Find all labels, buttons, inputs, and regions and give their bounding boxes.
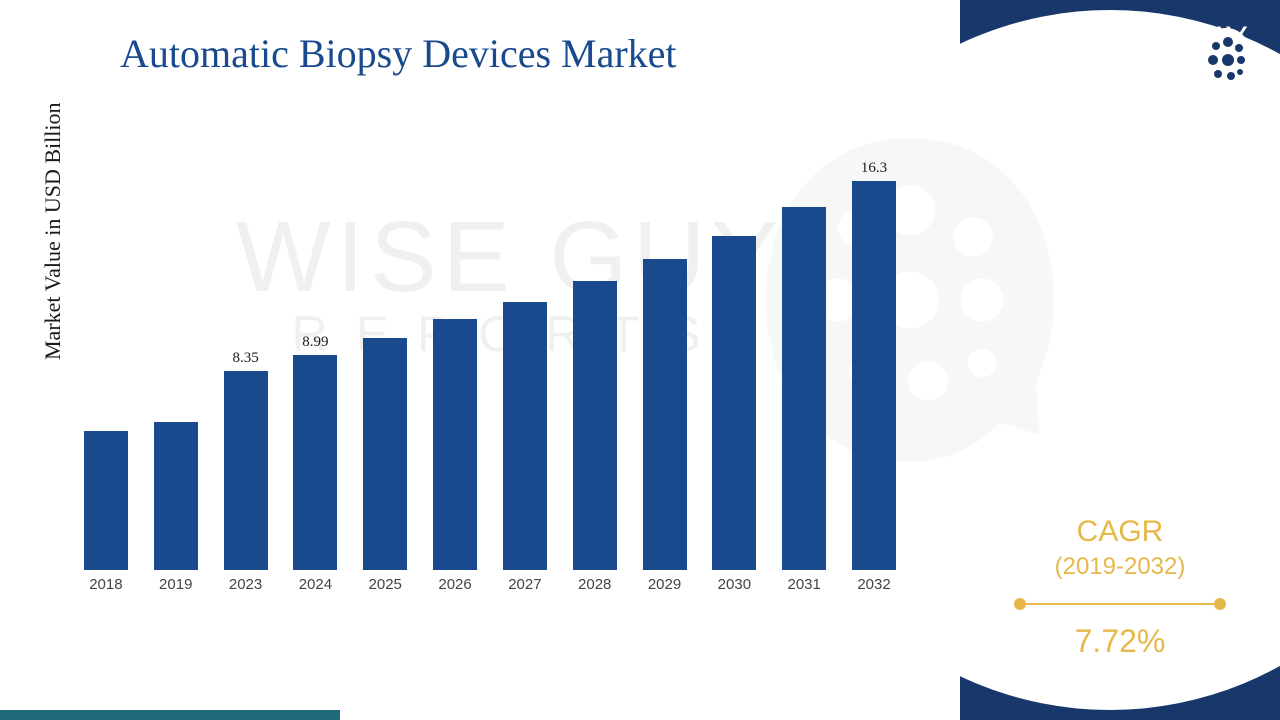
bar-wrap [639, 255, 691, 570]
y-axis-label: Market Value in USD Billion [40, 103, 66, 360]
bar-wrap [80, 427, 132, 570]
bar-wrap: 16.3 [848, 160, 900, 570]
x-tick-label: 2030 [708, 576, 760, 600]
bar [363, 338, 407, 570]
x-tick-label: 2027 [499, 576, 551, 600]
bar-chart: 8.35 8.99 16.3 2018 2019 2023 2024 2025 2026 202… [80, 130, 900, 600]
cagr-range: (2019-2032) [1000, 553, 1240, 581]
bar [782, 207, 826, 570]
bar [573, 281, 617, 570]
bar-value-label: 8.35 [232, 350, 258, 367]
bar-wrap [778, 203, 830, 570]
bar-value-label: 8.99 [302, 334, 328, 351]
brand-logo: WISE GUY REPORTS [1064, 20, 1250, 73]
x-tick-label: 2019 [150, 576, 202, 600]
bar-wrap [359, 334, 411, 570]
bottom-accent-strip [0, 710, 340, 720]
page-root: WISE GUY REPORTS WISE GUY REPORTS Automa… [0, 0, 1280, 720]
x-tick-label: 2029 [639, 576, 691, 600]
bar [852, 181, 896, 570]
bar [712, 236, 756, 570]
cagr-box: CAGR (2019-2032) 7.72% [1000, 515, 1240, 660]
bar [293, 355, 337, 570]
x-tick-label: 2025 [359, 576, 411, 600]
x-tick-label: 2032 [848, 576, 900, 600]
cagr-divider-line [1020, 603, 1220, 605]
bars-container: 8.35 8.99 16.3 [80, 140, 900, 570]
bar-wrap [499, 298, 551, 570]
bar [433, 319, 477, 570]
bar [643, 259, 687, 570]
cagr-title: CAGR [1000, 515, 1240, 549]
logo-head-icon [1196, 26, 1256, 96]
x-tick-label: 2028 [569, 576, 621, 600]
x-ticks-container: 2018 2019 2023 2024 2025 2026 2027 2028 2029 2030… [80, 576, 900, 600]
bar [84, 431, 128, 570]
bar-wrap [708, 232, 760, 570]
bar-value-label: 16.3 [861, 160, 887, 177]
bar-wrap [569, 277, 621, 570]
x-tick-label: 2026 [429, 576, 481, 600]
bar-wrap [429, 315, 481, 570]
bar [503, 302, 547, 570]
bar-wrap: 8.35 [220, 350, 272, 570]
bar-wrap [150, 418, 202, 570]
chart-title: Automatic Biopsy Devices Market [120, 30, 677, 77]
x-tick-label: 2023 [220, 576, 272, 600]
x-tick-label: 2018 [80, 576, 132, 600]
bar [224, 371, 268, 570]
bar-wrap: 8.99 [289, 334, 341, 570]
bar [154, 422, 198, 570]
x-tick-label: 2031 [778, 576, 830, 600]
cagr-value: 7.72% [1000, 623, 1240, 660]
x-tick-label: 2024 [289, 576, 341, 600]
